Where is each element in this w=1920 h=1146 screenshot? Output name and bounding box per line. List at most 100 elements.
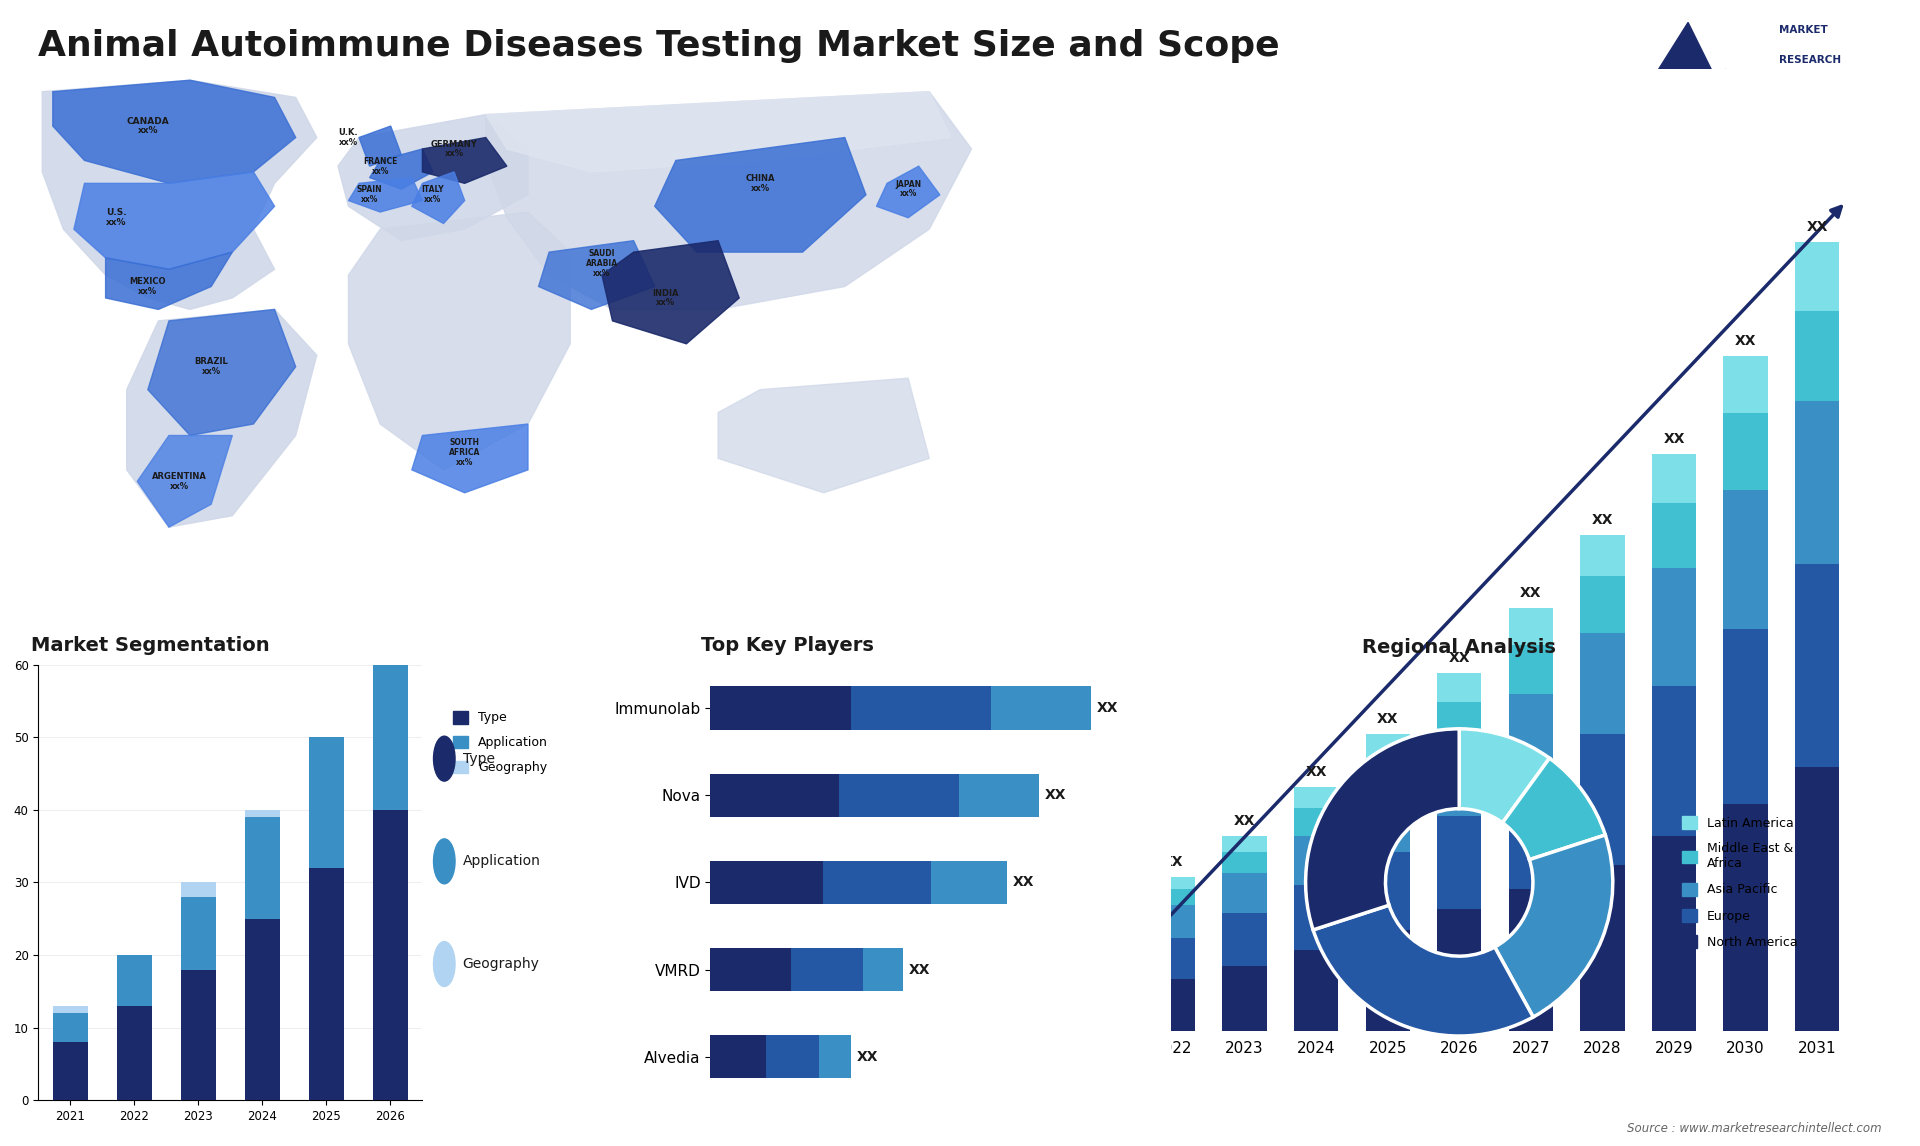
Bar <box>710 686 851 730</box>
Text: Source : www.marketresearchintellect.com: Source : www.marketresearchintellect.com <box>1626 1122 1882 1135</box>
Text: Top Key Players: Top Key Players <box>701 636 874 654</box>
Bar <box>1651 454 1695 503</box>
Polygon shape <box>718 378 929 493</box>
Bar <box>54 1042 88 1100</box>
Bar <box>1724 356 1768 414</box>
Bar <box>1651 837 1695 1031</box>
Bar <box>1795 401 1839 564</box>
Bar <box>246 810 280 817</box>
Wedge shape <box>1494 835 1613 1017</box>
Bar <box>1651 503 1695 567</box>
Bar <box>1580 864 1624 1031</box>
Bar <box>1079 958 1123 991</box>
Polygon shape <box>369 149 432 189</box>
Polygon shape <box>54 80 296 183</box>
Polygon shape <box>138 435 232 527</box>
Bar <box>1223 966 1267 1031</box>
Bar <box>1436 910 1482 1031</box>
Legend: Type, Application, Geography: Type, Application, Geography <box>447 706 553 779</box>
Text: Market Segmentation: Market Segmentation <box>31 636 269 654</box>
Bar <box>851 686 991 730</box>
Polygon shape <box>655 138 866 252</box>
Text: XX: XX <box>1807 220 1828 234</box>
Text: XX: XX <box>1377 713 1398 727</box>
Circle shape <box>434 736 455 782</box>
Bar <box>1724 803 1768 1031</box>
Bar <box>180 897 217 970</box>
Bar <box>822 861 931 904</box>
Bar <box>1223 837 1267 853</box>
Polygon shape <box>603 241 739 344</box>
Text: Animal Autoimmune Diseases Testing Market Size and Scope: Animal Autoimmune Diseases Testing Marke… <box>38 29 1281 63</box>
Polygon shape <box>349 212 570 470</box>
Polygon shape <box>42 80 317 309</box>
Polygon shape <box>422 138 507 183</box>
Bar <box>1365 735 1409 759</box>
Polygon shape <box>338 115 528 241</box>
Wedge shape <box>1503 759 1605 860</box>
Bar <box>1150 937 1194 979</box>
Bar <box>1294 837 1338 885</box>
Bar <box>818 1035 851 1078</box>
Bar <box>958 774 1039 817</box>
Text: XX: XX <box>1306 766 1327 779</box>
Text: RESEARCH: RESEARCH <box>1780 55 1841 65</box>
Bar <box>1436 702 1482 743</box>
Bar <box>1079 991 1123 1031</box>
Bar <box>54 1013 88 1042</box>
Bar <box>1580 735 1624 864</box>
Bar <box>1436 816 1482 910</box>
Text: JAPAN
xx%: JAPAN xx% <box>895 180 922 198</box>
Bar <box>1509 693 1553 779</box>
Polygon shape <box>148 309 296 435</box>
Text: Geography: Geography <box>463 957 540 971</box>
Bar <box>1509 645 1553 693</box>
Text: XX: XX <box>1235 814 1256 829</box>
Polygon shape <box>1613 23 1747 142</box>
Wedge shape <box>1313 905 1534 1036</box>
Bar <box>1580 576 1624 633</box>
Text: ARGENTINA
xx%: ARGENTINA xx% <box>152 472 207 490</box>
Bar <box>1150 979 1194 1031</box>
Polygon shape <box>876 166 941 218</box>
Text: INTELLECT: INTELLECT <box>1780 86 1841 96</box>
Text: ITALY
xx%: ITALY xx% <box>422 186 444 204</box>
Text: BRAZIL
xx%: BRAZIL xx% <box>194 358 228 376</box>
Polygon shape <box>413 424 528 493</box>
Bar <box>180 882 217 897</box>
Bar <box>1365 929 1409 1031</box>
Bar <box>372 643 407 810</box>
Bar <box>1651 685 1695 837</box>
Bar <box>1509 779 1553 889</box>
Bar <box>931 861 1006 904</box>
Text: Application: Application <box>463 854 541 869</box>
Bar <box>1223 853 1267 873</box>
Polygon shape <box>538 241 655 309</box>
Bar <box>1509 609 1553 645</box>
Bar <box>862 948 902 991</box>
Text: XX: XX <box>1096 701 1119 715</box>
Text: INDIA
xx%: INDIA xx% <box>653 289 678 307</box>
Text: GERMANY
xx%: GERMANY xx% <box>430 140 478 158</box>
Bar <box>1294 950 1338 1031</box>
Polygon shape <box>127 309 317 527</box>
Text: XX: XX <box>1521 587 1542 601</box>
Bar <box>117 955 152 1006</box>
Wedge shape <box>1459 729 1549 823</box>
Text: SOUTH
AFRICA
xx%: SOUTH AFRICA xx% <box>449 439 480 466</box>
Text: U.S.
xx%: U.S. xx% <box>106 209 127 227</box>
Bar <box>1795 242 1839 312</box>
Legend: Latin America, Middle East &
Africa, Asia Pacific, Europe, North America: Latin America, Middle East & Africa, Asi… <box>1676 811 1803 953</box>
Bar <box>710 861 822 904</box>
Bar <box>1795 767 1839 1031</box>
Bar <box>246 817 280 919</box>
Bar <box>1724 414 1768 490</box>
Bar <box>1294 808 1338 837</box>
Bar <box>1795 312 1839 401</box>
Text: XX: XX <box>1663 432 1684 446</box>
Bar <box>1436 743 1482 816</box>
Polygon shape <box>413 172 465 223</box>
Text: XX: XX <box>1162 855 1185 869</box>
Text: CANADA
xx%: CANADA xx% <box>127 117 169 135</box>
Bar <box>372 636 407 643</box>
